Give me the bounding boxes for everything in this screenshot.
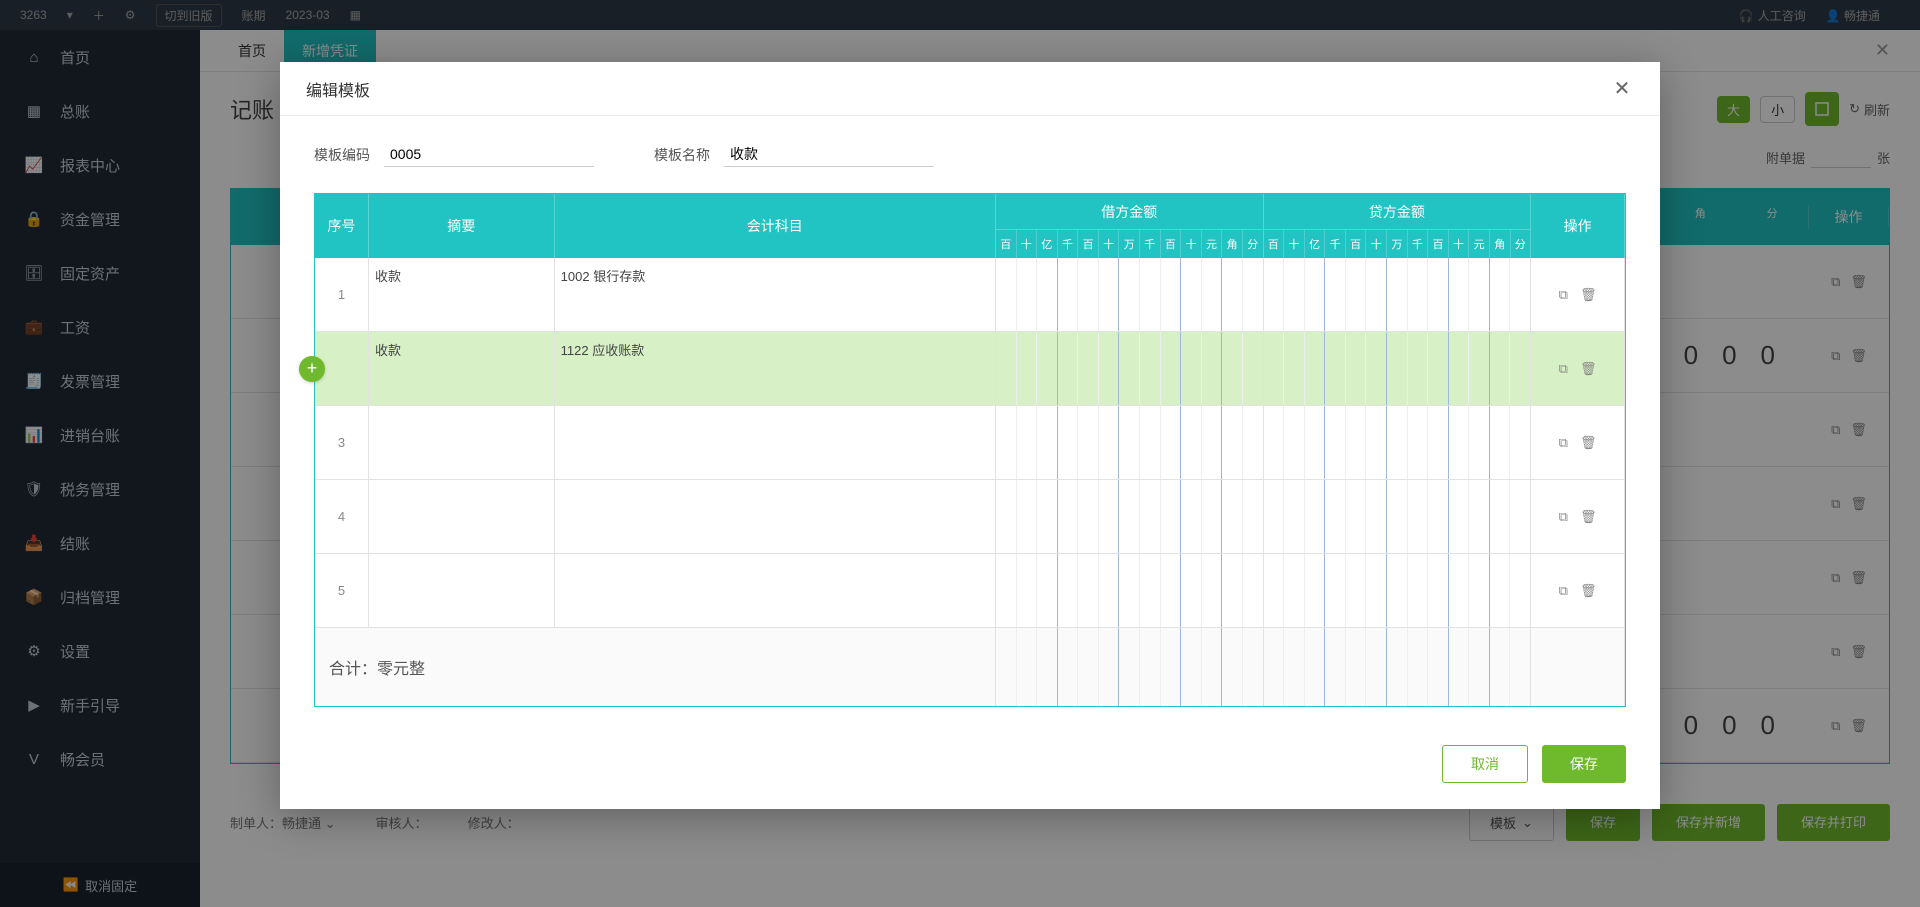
row-summary[interactable] [369, 406, 555, 479]
copy-icon[interactable]: ⧉ [1559, 361, 1568, 377]
row-debit[interactable] [996, 258, 1264, 331]
delete-icon[interactable]: 🗑 [1580, 509, 1597, 525]
row-summary[interactable] [369, 480, 555, 553]
template-row[interactable]: 3 ⧉ 🗑 [315, 406, 1625, 480]
col-account: 会计科目 [555, 194, 996, 258]
row-account[interactable]: 1122 应收账款 [555, 332, 996, 405]
template-name-label: 模板名称 [654, 145, 710, 165]
delete-icon[interactable]: 🗑 [1580, 361, 1597, 377]
copy-icon[interactable]: ⧉ [1559, 509, 1568, 525]
save-button[interactable]: 保存 [1542, 745, 1626, 783]
template-row[interactable]: 5 ⧉ 🗑 [315, 554, 1625, 628]
col-summary: 摘要 [369, 194, 555, 258]
template-code-label: 模板编码 [314, 145, 370, 165]
row-seq: 1 [315, 258, 369, 331]
cancel-button[interactable]: 取消 [1442, 745, 1528, 783]
row-account[interactable] [555, 480, 996, 553]
row-account[interactable]: 1002 银行存款 [555, 258, 996, 331]
row-credit[interactable] [1264, 406, 1532, 479]
template-table: 序号 摘要 会计科目 借方金额 百十亿千百十万千百十元角分 贷方金额 百十亿千百… [314, 193, 1626, 707]
row-credit[interactable] [1264, 480, 1532, 553]
col-credit: 贷方金额 百十亿千百十万千百十元角分 [1264, 194, 1532, 258]
col-debit: 借方金额 百十亿千百十万千百十元角分 [996, 194, 1264, 258]
row-debit[interactable] [996, 406, 1264, 479]
row-credit[interactable] [1264, 258, 1532, 331]
modal-title: 编辑模板 [306, 77, 370, 101]
copy-icon[interactable]: ⧉ [1559, 435, 1568, 451]
delete-icon[interactable]: 🗑 [1580, 435, 1597, 451]
template-name-input[interactable] [724, 142, 934, 167]
add-row-icon[interactable]: + [299, 356, 325, 382]
col-ops: 操作 [1531, 194, 1625, 258]
row-seq: 5 [315, 554, 369, 627]
template-code-input[interactable] [384, 142, 594, 167]
template-row[interactable]: 1收款1002 银行存款 ⧉ 🗑 [315, 258, 1625, 332]
delete-icon[interactable]: 🗑 [1580, 287, 1597, 303]
row-seq: 3 [315, 406, 369, 479]
delete-icon[interactable]: 🗑 [1580, 583, 1597, 599]
template-row[interactable]: 4 ⧉ 🗑 [315, 480, 1625, 554]
row-debit[interactable] [996, 480, 1264, 553]
row-summary[interactable]: 收款 [369, 332, 555, 405]
row-summary[interactable] [369, 554, 555, 627]
row-debit[interactable] [996, 332, 1264, 405]
copy-icon[interactable]: ⧉ [1559, 583, 1568, 599]
row-summary[interactable]: 收款 [369, 258, 555, 331]
row-credit[interactable] [1264, 554, 1532, 627]
row-debit[interactable] [996, 554, 1264, 627]
total-label: 合计：零元整 [315, 628, 996, 706]
row-seq: + [315, 332, 369, 405]
template-row[interactable]: +收款1122 应收账款 ⧉ 🗑 [315, 332, 1625, 406]
row-seq: 4 [315, 480, 369, 553]
row-account[interactable] [555, 554, 996, 627]
edit-template-modal: 编辑模板 ✕ 模板编码 模板名称 序号 摘要 会计科目 [280, 62, 1660, 809]
col-seq: 序号 [315, 194, 369, 258]
close-icon[interactable]: ✕ [1610, 77, 1634, 101]
row-account[interactable] [555, 406, 996, 479]
row-credit[interactable] [1264, 332, 1532, 405]
copy-icon[interactable]: ⧉ [1559, 287, 1568, 303]
